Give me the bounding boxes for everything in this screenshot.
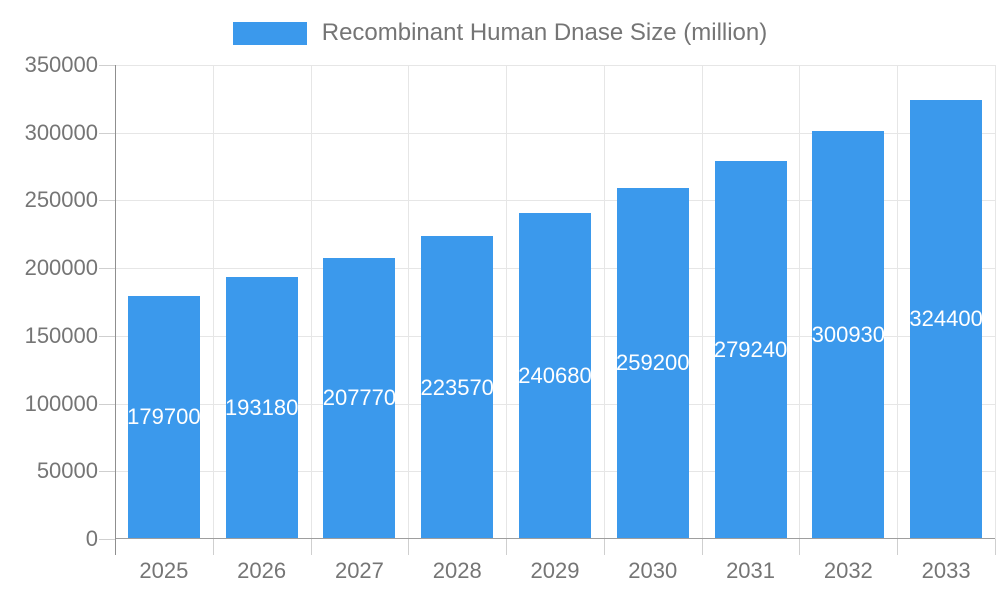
bar-2025: 179700	[127, 295, 201, 539]
legend: Recombinant Human Dnase Size (million)	[0, 19, 1000, 47]
x-axis-tick-label: 2030	[628, 558, 678, 583]
y-axis-tick-mark	[99, 65, 115, 66]
y-axis-tick-mark	[99, 539, 115, 540]
bar-2032: 300930	[811, 131, 886, 539]
bar-value-label: 279240	[713, 336, 788, 362]
x-axis-tick-label: 2032	[823, 558, 873, 583]
bar-value-label: 300930	[811, 322, 886, 348]
v-gridline	[897, 65, 899, 539]
x-axis-tick-label: 2028	[432, 558, 482, 583]
x-axis-tick-mark	[701, 539, 703, 555]
v-gridline	[506, 65, 508, 539]
y-axis-tick-mark	[99, 268, 115, 270]
bar-2029: 240680	[518, 213, 592, 539]
y-axis-tick-label: 250000	[24, 187, 98, 213]
plot-area: 179700 193180 207770 223570 240680 259200 2792…	[115, 65, 996, 539]
v-gridline	[310, 65, 312, 539]
y-axis-tick-mark	[99, 132, 115, 134]
bar-value-label: 240680	[518, 363, 592, 389]
x-axis-tick-label: 2027	[334, 558, 384, 583]
x-axis-tick-mark	[995, 539, 996, 555]
y-axis-tick-label: 150000	[24, 322, 98, 348]
h-gridline	[115, 200, 995, 202]
bar-value-label: 179700	[127, 404, 201, 430]
bar-2033: 324400	[909, 99, 983, 539]
bar-2028: 223570	[420, 236, 494, 539]
bar-value-label: 324400	[909, 306, 983, 332]
y-axis-tick-mark	[99, 403, 115, 405]
y-axis-line	[115, 65, 116, 555]
y-axis-tick-label: 100000	[24, 390, 98, 416]
x-axis-tick-label: 2029	[530, 558, 580, 583]
x-axis-tick-mark	[310, 539, 312, 555]
x-axis-tick-mark	[897, 539, 899, 555]
x-axis-tick-mark	[603, 539, 605, 555]
bar-value-label: 223570	[420, 374, 494, 400]
x-axis-tick-mark	[799, 539, 801, 555]
bar-2026: 193180	[224, 277, 299, 539]
x-axis-tick-label: 2025	[139, 558, 189, 583]
bar-value-label: 259200	[616, 350, 690, 376]
bar-2030: 259200	[616, 187, 690, 539]
y-axis-tick-label: 300000	[24, 119, 98, 145]
v-gridline	[995, 65, 996, 539]
h-gridline	[115, 132, 995, 134]
x-axis-tick-label: 2026	[237, 558, 287, 583]
bar-2031: 279240	[713, 160, 788, 539]
legend-swatch-icon	[232, 21, 307, 45]
y-axis-tick-label: 50000	[36, 458, 98, 484]
bar-2027: 207770	[322, 257, 397, 539]
bar-value-label: 193180	[224, 395, 299, 421]
v-gridline	[212, 65, 214, 539]
x-axis-tick-mark	[506, 539, 508, 555]
bar-value-label: 207770	[322, 385, 397, 411]
y-axis-tick-mark	[99, 335, 115, 337]
y-axis-tick-label: 0	[85, 526, 98, 551]
v-gridline	[701, 65, 703, 539]
x-axis-line	[115, 538, 995, 539]
y-axis-tick-mark	[99, 200, 115, 202]
v-gridline	[799, 65, 801, 539]
v-gridline	[603, 65, 605, 539]
y-axis-tick-mark	[99, 471, 115, 473]
y-axis-tick-label: 350000	[24, 52, 98, 77]
legend-label: Recombinant Human Dnase Size (million)	[321, 19, 768, 46]
y-axis-tick-label: 200000	[24, 255, 98, 281]
x-axis-tick-label: 2033	[921, 558, 971, 583]
x-axis-tick-mark	[212, 539, 214, 555]
x-axis-tick-label: 2031	[726, 558, 776, 583]
h-gridline	[115, 65, 995, 66]
v-gridline	[408, 65, 410, 539]
x-axis-tick-mark	[408, 539, 410, 555]
